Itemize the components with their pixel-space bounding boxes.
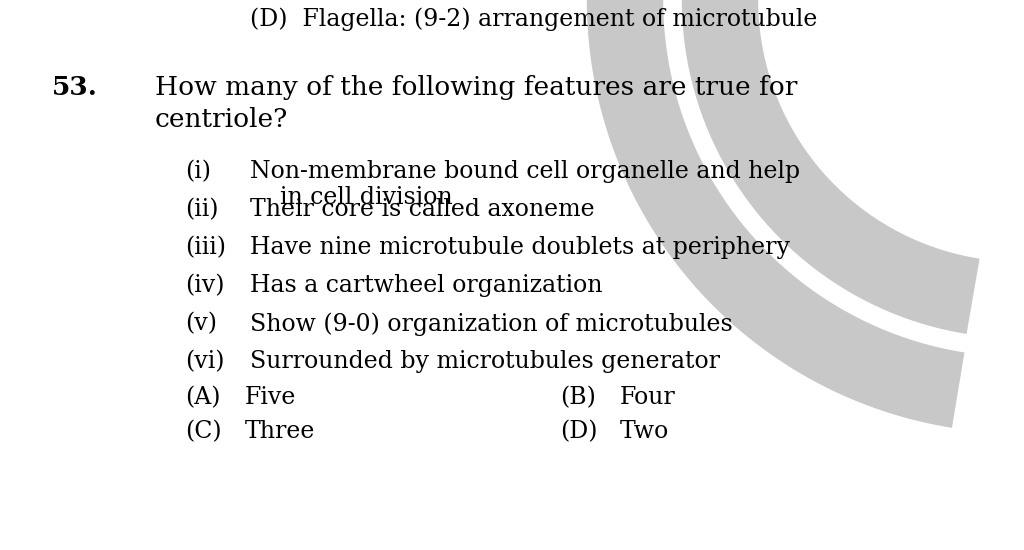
Text: (A): (A) bbox=[185, 386, 220, 409]
Text: Five: Five bbox=[245, 386, 296, 409]
Text: Their core is called axoneme: Their core is called axoneme bbox=[250, 198, 595, 221]
Text: Four: Four bbox=[620, 386, 676, 409]
Text: Has a cartwheel organization: Has a cartwheel organization bbox=[250, 274, 602, 297]
Text: (v): (v) bbox=[185, 312, 217, 335]
Text: Have nine microtubule doublets at periphery: Have nine microtubule doublets at periph… bbox=[250, 236, 790, 259]
Text: (D): (D) bbox=[560, 420, 597, 443]
Text: in cell division: in cell division bbox=[280, 186, 453, 209]
Text: Three: Three bbox=[245, 420, 315, 443]
Text: How many of the following features are true for: How many of the following features are t… bbox=[155, 75, 798, 100]
Text: (iv): (iv) bbox=[185, 274, 224, 297]
Text: (ii): (ii) bbox=[185, 198, 218, 221]
Text: Non-membrane bound cell organelle and help: Non-membrane bound cell organelle and he… bbox=[250, 160, 800, 183]
Text: (i): (i) bbox=[185, 160, 211, 183]
Text: (vi): (vi) bbox=[185, 350, 224, 373]
Text: (D)  Flagella: (9-2) arrangement of microtubule: (D) Flagella: (9-2) arrangement of micro… bbox=[250, 7, 817, 31]
Text: Surrounded by microtubules generator: Surrounded by microtubules generator bbox=[250, 350, 720, 373]
Text: (C): (C) bbox=[185, 420, 221, 443]
Text: Show (9-0) organization of microtubules: Show (9-0) organization of microtubules bbox=[250, 312, 733, 336]
Text: centriole?: centriole? bbox=[155, 107, 288, 132]
Text: (iii): (iii) bbox=[185, 236, 226, 259]
Text: 53.: 53. bbox=[52, 75, 98, 100]
Text: (B): (B) bbox=[560, 386, 596, 409]
Text: Two: Two bbox=[620, 420, 670, 443]
